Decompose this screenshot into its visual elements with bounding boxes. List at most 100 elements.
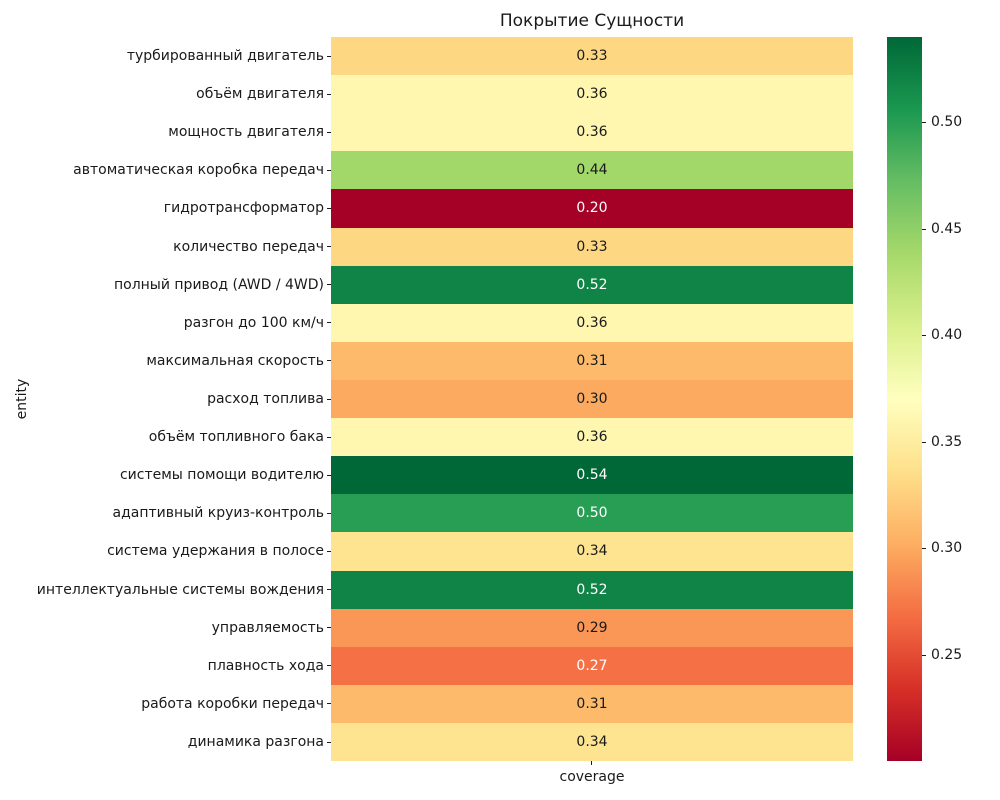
heatmap-row: адаптивный круиз-контроль 0.50 [0,494,853,533]
colorbar-tick [922,228,926,230]
colorbar-tick [922,122,926,124]
row-label-box: работа коробки передач [0,685,331,723]
row-label: максимальная скорость [146,352,324,369]
heatmap-cell: 0.34 [331,722,853,762]
heatmap-cell: 0.20 [331,189,853,228]
heatmap-row: количество передач 0.33 [0,227,853,266]
row-label-box: системы помощи водителю [0,456,331,494]
cell-value: 0.34 [576,543,608,560]
heatmap-row: работа коробки передач 0.31 [0,684,853,723]
y-tick [327,398,331,400]
heatmap-cell: 0.52 [331,570,853,609]
heatmap-cell: 0.36 [331,113,853,152]
x-tick [591,761,592,765]
heatmap-cell: 0.44 [331,151,853,190]
row-label: полный привод (AWD / 4WD) [113,276,324,293]
colorbar-tick-label: 0.35 [931,433,963,450]
row-label: мощность двигателя [168,124,324,141]
y-tick [327,474,331,476]
heatmap-row: объём двигателя 0.36 [0,75,853,114]
heatmap-row: автоматическая коробка передач 0.44 [0,151,853,190]
colorbar-tick-label: 0.45 [931,220,963,237]
cell-value: 0.31 [576,352,608,369]
heatmap-cell: 0.30 [331,379,853,419]
row-label: расход топлива [207,391,324,408]
row-label: турбированный двигатель [126,48,324,65]
row-label: система удержания в полосе [107,543,324,560]
row-label-box: динамика разгона [0,723,331,761]
cell-value: 0.36 [576,86,608,103]
heatmap-row: динамика разгона 0.34 [0,722,853,762]
y-tick [327,93,331,95]
colorbar-tick-label: 0.40 [931,327,963,344]
heatmap-cell: 0.33 [331,37,853,76]
cell-value: 0.31 [576,695,608,712]
heatmap-row: система удержания в полосе 0.34 [0,532,853,571]
x-axis-label: coverage [559,769,625,785]
cell-value: 0.36 [576,429,608,446]
colorbar-gradient [887,37,922,761]
row-label-box: мощность двигателя [0,113,331,151]
y-tick [327,131,331,133]
colorbar-tick-label: 0.25 [931,646,963,663]
heatmap-row: плавность хода 0.27 [0,646,853,685]
cell-value: 0.33 [576,48,608,65]
y-tick [327,284,331,286]
heatmap-row: разгон до 100 км/ч 0.36 [0,303,853,342]
y-tick [327,55,331,57]
row-label: работа коробки передач [141,695,324,712]
cell-value: 0.44 [576,162,608,179]
cell-value: 0.54 [576,467,608,484]
cell-value: 0.34 [576,734,608,751]
heatmap-row: системы помощи водителю 0.54 [0,456,853,495]
heatmap-cell: 0.34 [331,532,853,571]
y-tick [327,741,331,743]
colorbar-tick [922,441,926,443]
heatmap-row: турбированный двигатель 0.33 [0,37,853,76]
heatmap-row: максимальная скорость 0.31 [0,341,853,380]
y-tick [327,207,331,209]
row-label: автоматическая коробка передач [73,162,324,179]
y-tick [327,436,331,438]
heatmap-cell: 0.27 [331,646,853,685]
y-tick [327,665,331,667]
y-tick [327,360,331,362]
colorbar-tick [922,548,926,550]
heatmap-cell: 0.50 [331,494,853,533]
row-label-box: полный привод (AWD / 4WD) [0,266,331,304]
row-label-box: расход топлива [0,380,331,418]
row-label-box: максимальная скорость [0,342,331,380]
row-label: интеллектуальные системы вождения [36,581,324,598]
heatmap-row: расход топлива 0.30 [0,379,853,419]
cell-value: 0.29 [576,619,608,636]
row-label-box: управляемость [0,609,331,647]
heatmap-cell: 0.29 [331,608,853,647]
row-label-box: система удержания в полосе [0,532,331,570]
row-label-box: интеллектуальные системы вождения [0,571,331,609]
row-label: разгон до 100 км/ч [183,314,324,331]
row-label-box: гидротрансформатор [0,189,331,227]
cell-value: 0.36 [576,314,608,331]
heatmap-row: мощность двигателя 0.36 [0,113,853,152]
cell-value: 0.30 [576,391,608,408]
cell-value: 0.20 [576,200,608,217]
heatmap-cell: 0.31 [331,684,853,723]
heatmap-row: объём топливного бака 0.36 [0,418,853,457]
y-tick [327,246,331,248]
cell-value: 0.52 [576,276,608,293]
heatmap-cell: 0.36 [331,75,853,114]
row-label: объём двигателя [196,86,324,103]
heatmap-cell: 0.31 [331,341,853,380]
row-label-box: турбированный двигатель [0,37,331,75]
heatmap-row: полный привод (AWD / 4WD) 0.52 [0,265,853,304]
colorbar-tick [922,654,926,656]
heatmap-cell: 0.33 [331,227,853,266]
y-tick [327,627,331,629]
heatmap-rows: турбированный двигатель 0.33 объём двига… [0,37,853,762]
row-label-box: разгон до 100 км/ч [0,304,331,342]
heatmap-cell: 0.52 [331,265,853,304]
colorbar-tick [922,335,926,337]
cell-value: 0.33 [576,238,608,255]
colorbar-tick-label: 0.30 [931,540,963,557]
